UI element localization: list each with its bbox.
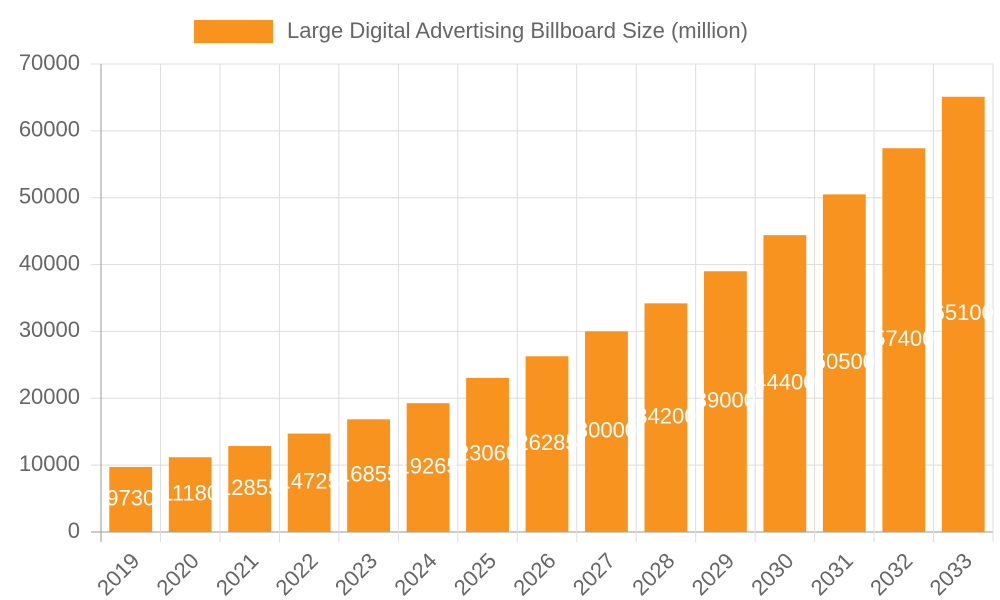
x-tick-label: 2019 [92, 548, 144, 600]
data-label: 57400 [873, 326, 934, 351]
data-label: 34200 [635, 403, 696, 428]
y-tick-label: 0 [68, 518, 80, 543]
y-tick-label: 60000 [19, 117, 80, 142]
bar [822, 194, 866, 532]
bar [525, 356, 569, 532]
data-label: 16855 [338, 461, 399, 486]
data-label: 50500 [814, 349, 875, 374]
data-label: 23060 [457, 441, 518, 466]
x-tick-label: 2030 [746, 548, 798, 600]
bar [941, 96, 985, 532]
x-tick-label: 2028 [627, 548, 679, 600]
x-tick-label: 2025 [449, 548, 501, 600]
data-label: 14725 [279, 469, 340, 494]
data-label: 26285 [516, 430, 577, 455]
bar [287, 433, 331, 532]
x-tick-label: 2026 [508, 548, 560, 600]
y-tick-label: 30000 [19, 317, 80, 342]
x-tick-label: 2031 [806, 548, 858, 600]
bar [585, 331, 628, 532]
data-label: 9730 [106, 485, 155, 510]
bar [168, 457, 212, 532]
bar [228, 446, 272, 532]
data-label: 30000 [576, 418, 637, 443]
y-tick-label: 20000 [19, 384, 80, 409]
x-tick-label: 2033 [925, 548, 977, 600]
legend-label: Large Digital Advertising Billboard Size… [287, 18, 748, 43]
data-label: 65100 [933, 300, 994, 325]
legend-swatch [194, 20, 273, 43]
y-tick-label: 70000 [19, 50, 80, 75]
data-label: 19265 [397, 453, 458, 478]
x-tick-label: 2021 [211, 548, 263, 600]
bar [763, 235, 807, 532]
data-label: 44400 [754, 369, 815, 394]
bar [406, 403, 450, 532]
x-tick-label: 2024 [389, 548, 441, 600]
x-tick-label: 2022 [270, 548, 322, 600]
x-tick-label: 2020 [152, 548, 204, 600]
x-tick-label: 2023 [330, 548, 382, 600]
bar [109, 466, 153, 532]
y-tick-label: 50000 [19, 184, 80, 209]
bar [644, 303, 688, 532]
bar [703, 271, 747, 532]
bar [466, 377, 509, 532]
bar [882, 148, 926, 533]
bar [347, 419, 391, 532]
x-tick-label: 2029 [687, 548, 739, 600]
x-tick-label: 2032 [865, 548, 917, 600]
data-label: 11180 [161, 480, 219, 505]
data-label: 39000 [695, 387, 756, 412]
x-tick-label: 2027 [568, 548, 620, 600]
data-label: 12855 [219, 475, 280, 500]
y-tick-label: 10000 [19, 451, 80, 476]
y-tick-label: 40000 [19, 250, 80, 275]
